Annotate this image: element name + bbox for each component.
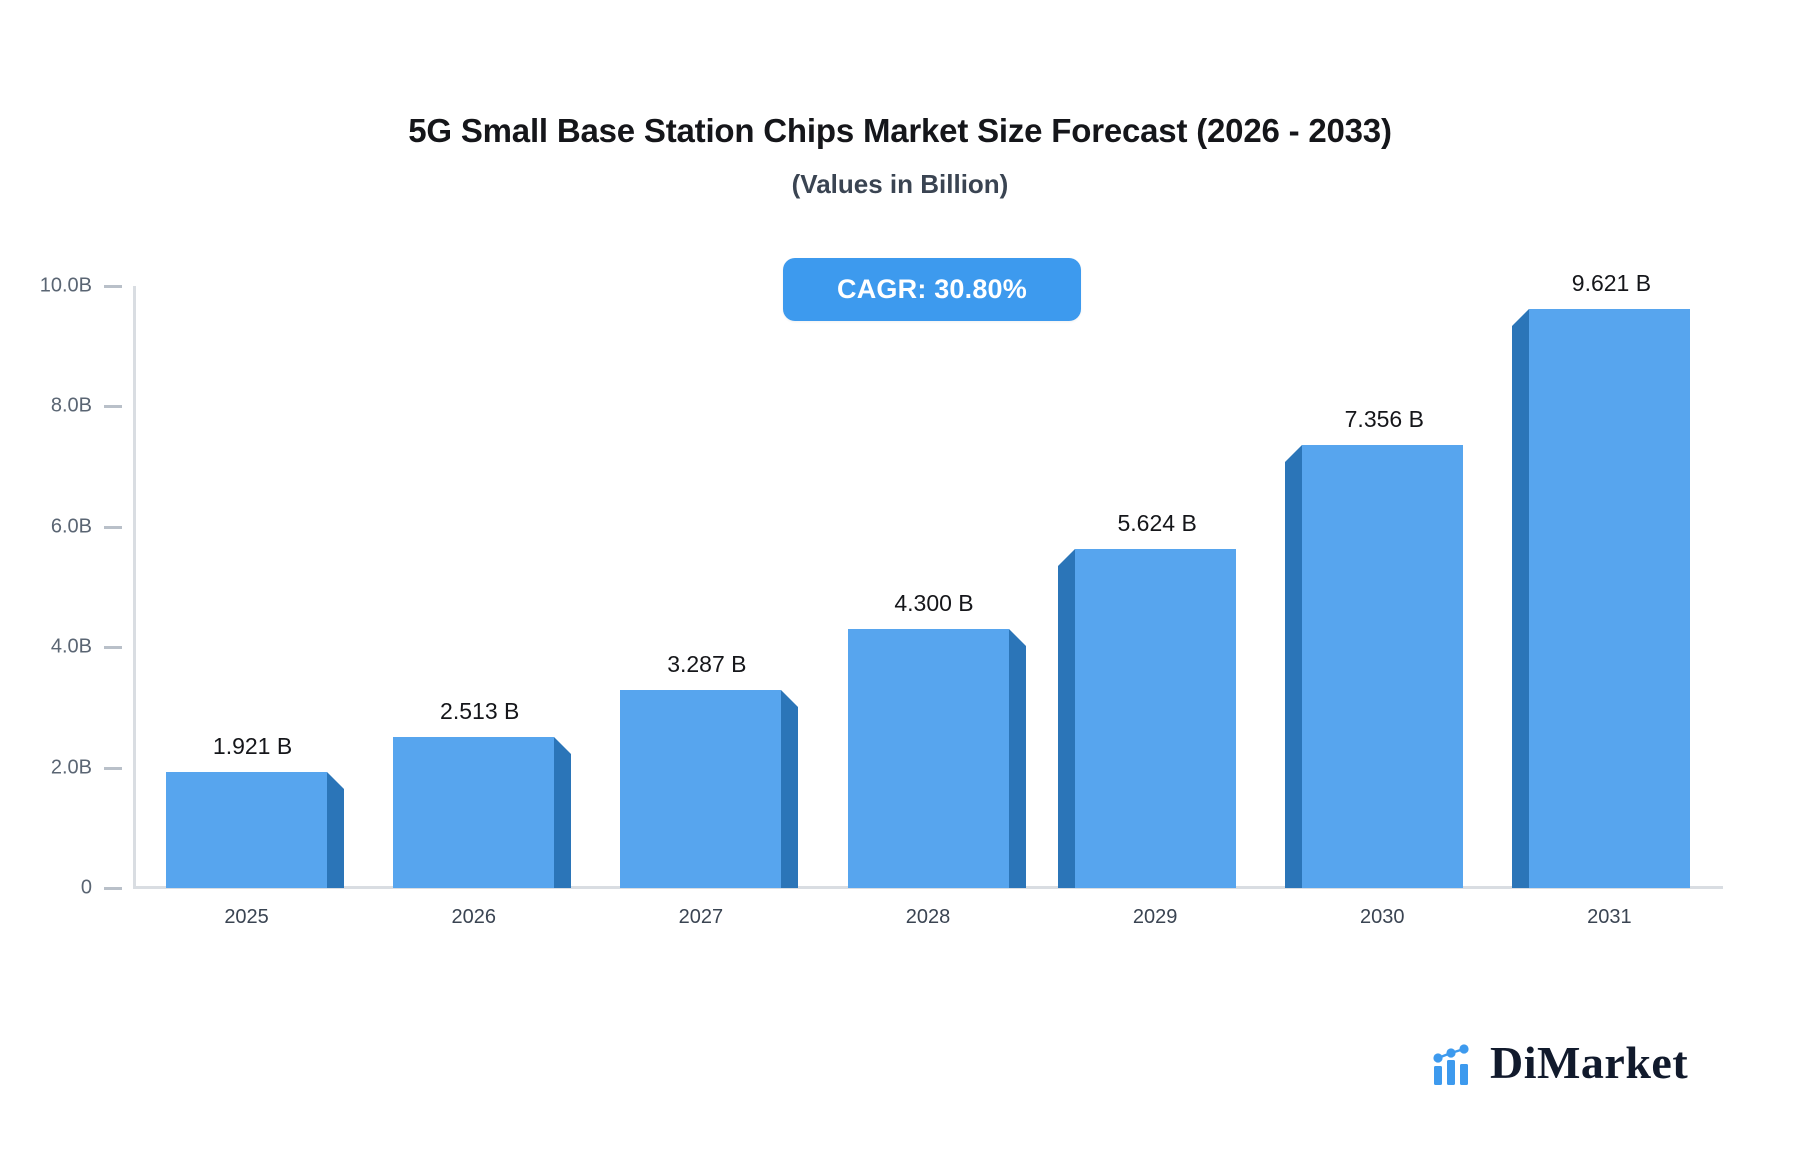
brand-logo-text: DiMarket xyxy=(1490,1037,1689,1088)
bar-face xyxy=(1074,549,1236,888)
bar-value-label: 2.513 B xyxy=(440,697,520,724)
bar xyxy=(166,772,345,888)
bar-face xyxy=(620,690,782,888)
bar-side xyxy=(1284,462,1302,888)
x-axis-tick-label: 2026 xyxy=(451,906,496,928)
cagr-badge: CAGR: 30.80% xyxy=(783,258,1081,321)
bar xyxy=(1057,549,1236,888)
chart-title: 5G Small Base Station Chips Market Size … xyxy=(408,112,1392,149)
bar-top-bevel xyxy=(1511,308,1529,326)
bar-top-bevel xyxy=(554,736,572,754)
bar-side xyxy=(781,707,799,888)
y-axis-tick-label: 4.0B xyxy=(50,635,92,658)
y-axis-tick-mark xyxy=(104,766,122,770)
bar-value-label: 1.921 B xyxy=(212,733,293,760)
x-axis-tick-label: 2029 xyxy=(1132,906,1178,928)
x-axis-tick-label: 2028 xyxy=(905,906,951,928)
bar-side xyxy=(1057,566,1075,888)
y-axis-tick-mark xyxy=(104,887,122,890)
x-axis-tick-label: 2025 xyxy=(224,906,269,928)
bar xyxy=(1284,445,1463,888)
bar-face xyxy=(393,736,555,888)
bar xyxy=(393,736,572,888)
x-axis-tick-label: 2027 xyxy=(678,906,724,928)
x-axis-tick-label: 2031 xyxy=(1587,906,1632,928)
bar xyxy=(847,629,1026,888)
y-axis-tick-mark xyxy=(104,646,122,650)
y-axis-line xyxy=(133,286,136,888)
bar-face xyxy=(1528,308,1690,888)
y-axis-tick-label: 8.0B xyxy=(50,394,92,417)
bar-chart-icon xyxy=(1433,1044,1469,1085)
bar-face xyxy=(166,772,328,888)
x-axis-tick-label: 2030 xyxy=(1360,906,1405,928)
y-axis-tick-label: 6.0B xyxy=(50,515,92,538)
bar-top-bevel xyxy=(327,772,345,790)
bar-side xyxy=(554,753,572,888)
y-axis-tick-label: 0 xyxy=(80,876,92,899)
bar-value-label: 9.621 B xyxy=(1571,269,1652,296)
bar-side xyxy=(327,789,345,888)
bar-value-label: 3.287 B xyxy=(667,651,747,678)
bar-value-label: 7.356 B xyxy=(1344,406,1424,433)
bar-value-label: 5.624 B xyxy=(1117,510,1197,537)
y-axis-tick-label: 2.0B xyxy=(50,756,92,779)
cagr-badge-label: CAGR: 30.80% xyxy=(837,274,1027,304)
bar-face xyxy=(1301,445,1463,888)
y-axis-tick-mark xyxy=(104,285,122,288)
bar xyxy=(620,690,799,888)
bar-side xyxy=(1511,325,1529,888)
chart-subtitle: (Values in Billion) xyxy=(791,169,1009,199)
bar-face xyxy=(847,629,1009,888)
bar xyxy=(1511,308,1690,888)
bar-top-bevel xyxy=(1057,549,1075,567)
brand-logo: DiMarket xyxy=(1432,1040,1688,1086)
plot-area: 1.921 B 2.513 B 3.287 B 4.300 B 5.624 B 7.356… xyxy=(133,270,1723,888)
bar-value-label: 4.300 B xyxy=(894,590,974,617)
y-axis-tick-label: 10.0B xyxy=(39,274,92,297)
bar-top-bevel xyxy=(1284,445,1302,463)
y-axis-tick-mark xyxy=(104,405,122,409)
bar-side xyxy=(1008,646,1026,888)
bar-top-bevel xyxy=(1008,629,1026,647)
y-axis-tick-mark xyxy=(104,525,122,529)
bar-top-bevel xyxy=(781,690,799,708)
